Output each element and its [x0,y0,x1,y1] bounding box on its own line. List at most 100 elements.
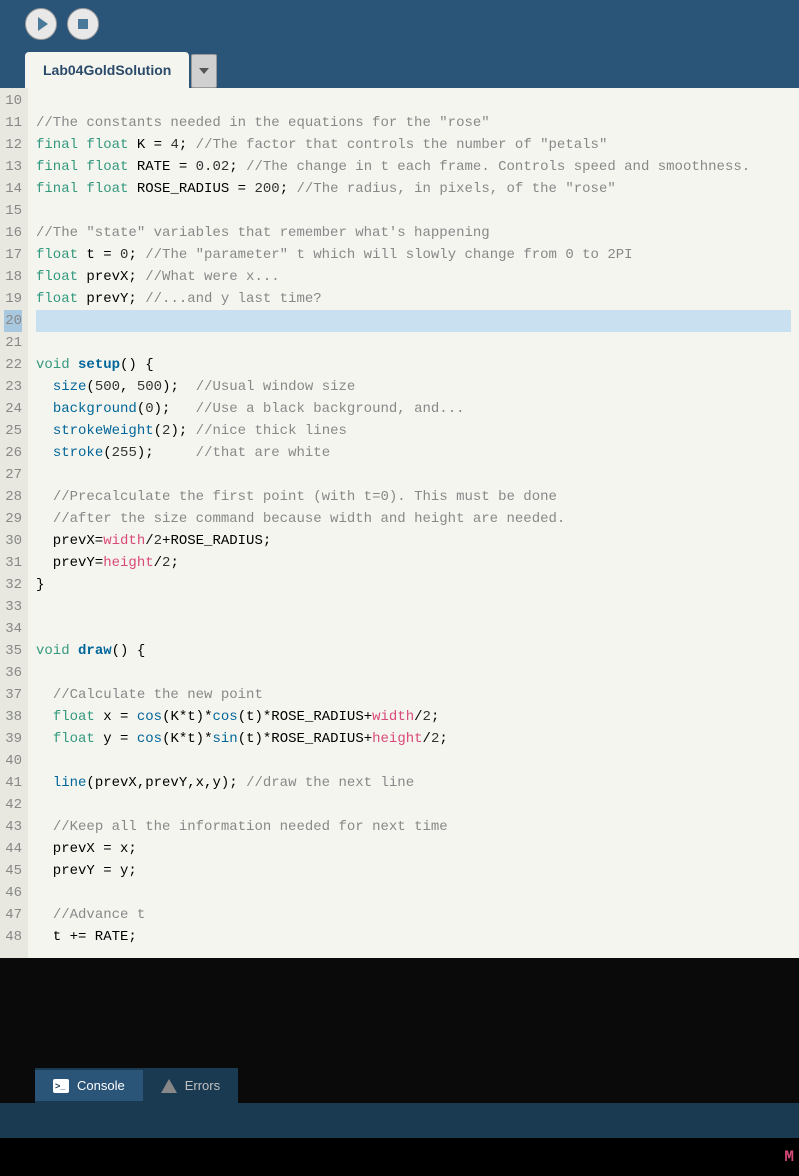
code-line[interactable] [36,596,791,618]
code-line[interactable]: prevY = y; [36,860,791,882]
corner-label: M [784,1148,794,1166]
toolbar [0,0,799,48]
code-line[interactable]: float t = 0; //The "parameter" t which w… [36,244,791,266]
line-number: 43 [4,816,22,838]
code-line[interactable]: //Calculate the new point [36,684,791,706]
line-number: 42 [4,794,22,816]
code-line[interactable]: line(prevX,prevY,x,y); //draw the next l… [36,772,791,794]
line-number: 13 [4,156,22,178]
console-icon: >_ [53,1079,69,1093]
code-line[interactable] [36,464,791,486]
code-line[interactable]: prevX=width/2+ROSE_RADIUS; [36,530,791,552]
status-bar [0,1103,799,1138]
code-line[interactable]: void draw() { [36,640,791,662]
console-tabs: >_ Console Errors [35,1068,238,1103]
line-number: 30 [4,530,22,552]
code-line[interactable]: prevY=height/2; [36,552,791,574]
line-number: 17 [4,244,22,266]
code-area[interactable]: //The constants needed in the equations … [28,88,799,958]
line-number: 31 [4,552,22,574]
line-number: 19 [4,288,22,310]
line-number: 16 [4,222,22,244]
code-line[interactable]: //Advance t [36,904,791,926]
line-number: 36 [4,662,22,684]
line-number: 35 [4,640,22,662]
code-line[interactable]: stroke(255); //that are white [36,442,791,464]
code-line[interactable]: } [36,574,791,596]
code-line[interactable]: strokeWeight(2); //nice thick lines [36,420,791,442]
code-line[interactable]: background(0); //Use a black background,… [36,398,791,420]
code-line[interactable]: float prevY; //...and y last time? [36,288,791,310]
chevron-down-icon [199,68,209,74]
line-number: 32 [4,574,22,596]
line-number: 48 [4,926,22,948]
play-icon [38,17,48,31]
run-button[interactable] [25,8,57,40]
code-line[interactable]: t += RATE; [36,926,791,948]
line-number: 24 [4,398,22,420]
line-number: 11 [4,112,22,134]
line-number: 34 [4,618,22,640]
line-number: 40 [4,750,22,772]
code-line[interactable]: size(500, 500); //Usual window size [36,376,791,398]
tab-bar: Lab04GoldSolution [0,48,799,88]
line-number: 20 [4,310,22,332]
line-number: 14 [4,178,22,200]
code-line[interactable]: final float K = 4; //The factor that con… [36,134,791,156]
line-number: 28 [4,486,22,508]
code-line[interactable]: //after the size command because width a… [36,508,791,530]
errors-tab-label: Errors [185,1078,220,1093]
code-line[interactable]: final float ROSE_RADIUS = 200; //The rad… [36,178,791,200]
code-line[interactable]: //The "state" variables that remember wh… [36,222,791,244]
code-line[interactable] [36,90,791,112]
code-line[interactable] [36,750,791,772]
line-number: 37 [4,684,22,706]
code-line[interactable] [36,332,791,354]
line-number: 38 [4,706,22,728]
line-number: 29 [4,508,22,530]
code-line[interactable]: void setup() { [36,354,791,376]
line-number: 27 [4,464,22,486]
line-number: 45 [4,860,22,882]
line-number: 41 [4,772,22,794]
code-line[interactable]: //Precalculate the first point (with t=0… [36,486,791,508]
line-gutter: 1011121314151617181920212223242526272829… [0,88,28,958]
tab-dropdown[interactable] [191,54,217,88]
code-line[interactable]: prevX = x; [36,838,791,860]
code-line[interactable] [36,662,791,684]
code-editor[interactable]: 1011121314151617181920212223242526272829… [0,88,799,958]
code-line[interactable] [36,794,791,816]
code-line[interactable]: //The constants needed in the equations … [36,112,791,134]
line-number: 47 [4,904,22,926]
code-line[interactable]: float y = cos(K*t)*sin(t)*ROSE_RADIUS+he… [36,728,791,750]
stop-icon [78,19,88,29]
code-line[interactable]: float x = cos(K*t)*cos(t)*ROSE_RADIUS+wi… [36,706,791,728]
line-number: 22 [4,354,22,376]
line-number: 39 [4,728,22,750]
line-number: 10 [4,90,22,112]
code-line[interactable] [36,310,791,332]
code-line[interactable] [36,882,791,904]
line-number: 46 [4,882,22,904]
line-number: 33 [4,596,22,618]
file-tab[interactable]: Lab04GoldSolution [25,52,189,88]
line-number: 12 [4,134,22,156]
code-line[interactable]: float prevX; //What were x... [36,266,791,288]
line-number: 44 [4,838,22,860]
code-line[interactable]: //Keep all the information needed for ne… [36,816,791,838]
warning-icon [161,1079,177,1093]
code-line[interactable] [36,618,791,640]
console-tab[interactable]: >_ Console [35,1070,143,1101]
line-number: 26 [4,442,22,464]
line-number: 23 [4,376,22,398]
console-tab-label: Console [77,1078,125,1093]
code-line[interactable]: final float RATE = 0.02; //The change in… [36,156,791,178]
line-number: 15 [4,200,22,222]
errors-tab[interactable]: Errors [143,1070,238,1101]
stop-button[interactable] [67,8,99,40]
line-number: 18 [4,266,22,288]
line-number: 21 [4,332,22,354]
console-panel: >_ Console Errors [0,958,799,1103]
code-line[interactable] [36,200,791,222]
line-number: 25 [4,420,22,442]
